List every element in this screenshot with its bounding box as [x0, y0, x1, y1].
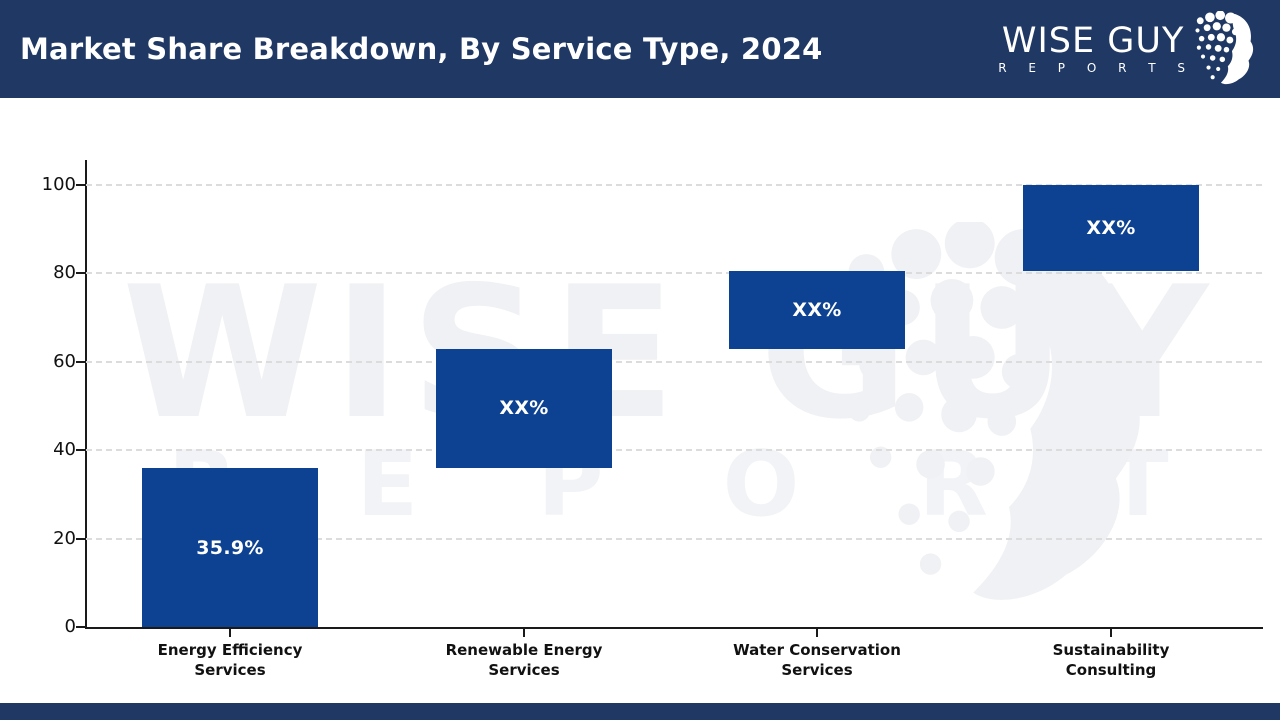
x-tick-water-conservation-services — [816, 629, 818, 637]
bar-renewable-energy-services: XX% — [436, 348, 612, 469]
bar-value-label-water-conservation-services: XX% — [792, 298, 842, 321]
header-bar: Market Share Breakdown, By Service Type,… — [0, 0, 1280, 98]
y-axis-line — [85, 160, 87, 629]
gridline-20 — [86, 537, 1262, 540]
bar-energy-efficiency-services: 35.9% — [142, 468, 318, 627]
y-tick-100 — [76, 184, 85, 186]
x-tick-renewable-energy-services — [523, 629, 525, 637]
category-label-renewable-energy-services: Renewable Energy Services — [445, 641, 603, 680]
x-axis-line — [85, 627, 1263, 629]
watermark-wise-guy: WISE GUY — [122, 247, 1219, 459]
gridline-60 — [86, 360, 1262, 363]
wise-guy-reports-logo: WISE GUY R E P O R T S — [992, 11, 1254, 87]
category-label-sustainability-consulting: Sustainability Consulting — [1052, 641, 1170, 680]
x-tick-energy-efficiency-services — [229, 629, 231, 637]
gridline-40 — [86, 449, 1262, 452]
y-tick-20 — [76, 537, 85, 540]
category-label-energy-efficiency-services: Energy Efficiency Services — [157, 641, 303, 680]
gridline-80 — [86, 272, 1262, 275]
y-tick-80 — [76, 272, 85, 275]
x-tick-sustainability-consulting — [1110, 629, 1112, 637]
y-tick-label-60: 60 — [53, 350, 76, 372]
y-tick-label-80: 80 — [53, 262, 76, 284]
bar-water-conservation-services: XX% — [729, 270, 905, 349]
bar-value-label-renewable-energy-services: XX% — [499, 397, 549, 420]
y-tick-0 — [76, 626, 85, 628]
logo-reports-text: R E P O R T S — [998, 61, 1194, 75]
y-tick-label-40: 40 — [53, 439, 76, 461]
page-title: Market Share Breakdown, By Service Type,… — [20, 32, 823, 66]
y-tick-label-100: 100 — [41, 174, 76, 195]
dotted-face-icon — [1195, 11, 1254, 85]
footer-bar — [0, 703, 1280, 720]
gridline-100 — [86, 184, 1262, 186]
bar-value-label-sustainability-consulting: XX% — [1086, 216, 1136, 239]
y-tick-label-20: 20 — [53, 527, 76, 549]
logo-text: WISE GUY R E P O R T S — [992, 21, 1194, 75]
bar-sustainability-consulting: XX% — [1023, 185, 1199, 271]
logo-wise-guy-text: WISE GUY — [1001, 21, 1185, 61]
category-label-water-conservation-services: Water Conservation Services — [733, 641, 901, 680]
y-tick-label-0: 0 — [64, 616, 76, 637]
bar-value-label-energy-efficiency-services: 35.9% — [196, 536, 264, 559]
y-tick-60 — [76, 360, 85, 363]
y-tick-40 — [76, 449, 85, 452]
